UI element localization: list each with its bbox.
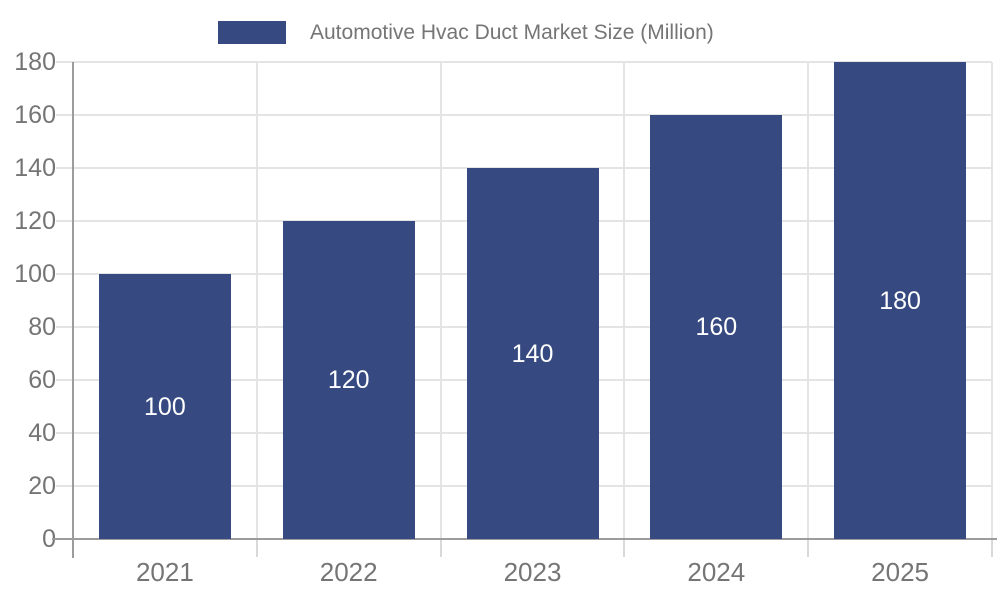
bar-2025 <box>834 62 967 539</box>
x-axis-tick <box>623 539 626 557</box>
y-axis-tick <box>56 167 73 169</box>
y-axis-tick <box>56 273 73 275</box>
legend-label[interactable]: Automotive Hvac Duct Market Size (Millio… <box>310 21 714 44</box>
legend[interactable]: Automotive Hvac Duct Market Size (Millio… <box>0 0 1000 56</box>
bar-value-label: 100 <box>144 392 186 421</box>
y-axis-tick-label: 80 <box>28 313 56 341</box>
x-gridline <box>255 62 258 539</box>
x-axis-tick <box>439 539 442 557</box>
x-axis-tick-label: 2022 <box>319 557 378 587</box>
y-axis-tick-label: 180 <box>14 48 56 76</box>
x-axis-tick-label: 2024 <box>687 557 746 587</box>
bar-value-label: 180 <box>879 286 921 315</box>
y-axis-tick-label: 40 <box>28 419 56 447</box>
x-gridline <box>991 62 993 539</box>
bar-value-label: 120 <box>327 366 370 394</box>
x-axis-tick <box>807 539 810 557</box>
x-axis-tick-label: 2021 <box>135 557 194 587</box>
y-gridline <box>73 61 992 63</box>
y-axis-line <box>72 62 74 558</box>
y-axis-tick <box>56 485 73 487</box>
y-axis-tick-label: 60 <box>28 366 56 394</box>
x-gridline <box>623 62 626 539</box>
legend-swatch[interactable] <box>218 21 286 44</box>
y-axis-tick <box>56 326 73 328</box>
y-axis-tick <box>56 379 73 381</box>
x-axis-line <box>52 538 997 540</box>
y-axis-tick-label: 20 <box>28 472 56 500</box>
y-axis-tick <box>56 61 73 63</box>
bar-2023 <box>466 168 599 539</box>
y-axis-tick-label: 120 <box>14 207 56 235</box>
x-gridline <box>807 62 810 539</box>
y-gridline <box>73 114 992 116</box>
bar-2021 <box>98 274 231 539</box>
y-axis-tick-label: 0 <box>42 525 56 553</box>
bar-2022 <box>282 221 415 539</box>
y-axis-tick <box>56 432 73 434</box>
bar-2024 <box>650 115 783 539</box>
bar-value-label: 160 <box>695 313 738 341</box>
y-axis-tick <box>56 114 73 116</box>
y-axis-tick-label: 100 <box>14 260 56 288</box>
x-axis-tick-label: 2023 <box>503 557 562 587</box>
y-axis-tick-label: 160 <box>14 101 56 129</box>
x-gridline <box>439 62 442 539</box>
bar-value-label: 140 <box>511 339 554 368</box>
y-axis-tick <box>56 220 73 222</box>
y-axis-tick-label: 140 <box>14 154 56 182</box>
x-axis-tick <box>255 539 258 557</box>
x-axis-tick-label: 2025 <box>871 557 929 587</box>
x-axis-tick <box>991 539 993 557</box>
